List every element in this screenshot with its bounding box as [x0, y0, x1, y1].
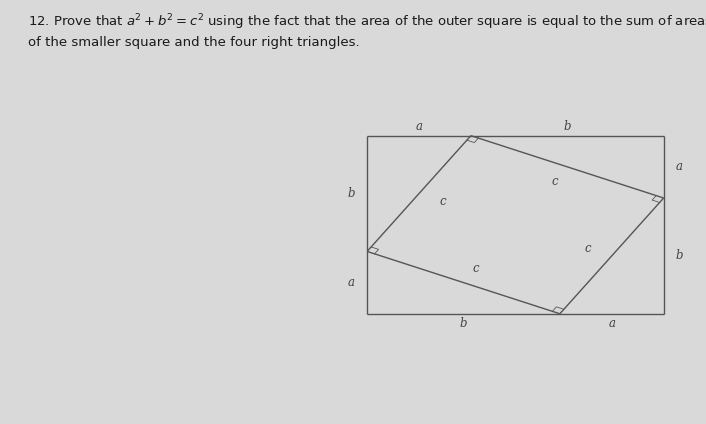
Text: c: c [473, 262, 479, 275]
Text: c: c [551, 175, 558, 187]
Text: b: b [460, 317, 467, 329]
Text: a: a [676, 160, 683, 173]
Text: b: b [676, 249, 683, 262]
Text: c: c [439, 195, 446, 208]
Text: a: a [348, 276, 355, 289]
Text: b: b [563, 120, 571, 133]
Text: c: c [585, 242, 592, 255]
Text: b: b [348, 187, 355, 200]
Text: 12. Prove that $a^2 + b^2 = c^2$ using the fact that the area of the outer squar: 12. Prove that $a^2 + b^2 = c^2$ using t… [28, 13, 706, 49]
Text: a: a [416, 120, 422, 133]
Text: a: a [609, 317, 615, 329]
